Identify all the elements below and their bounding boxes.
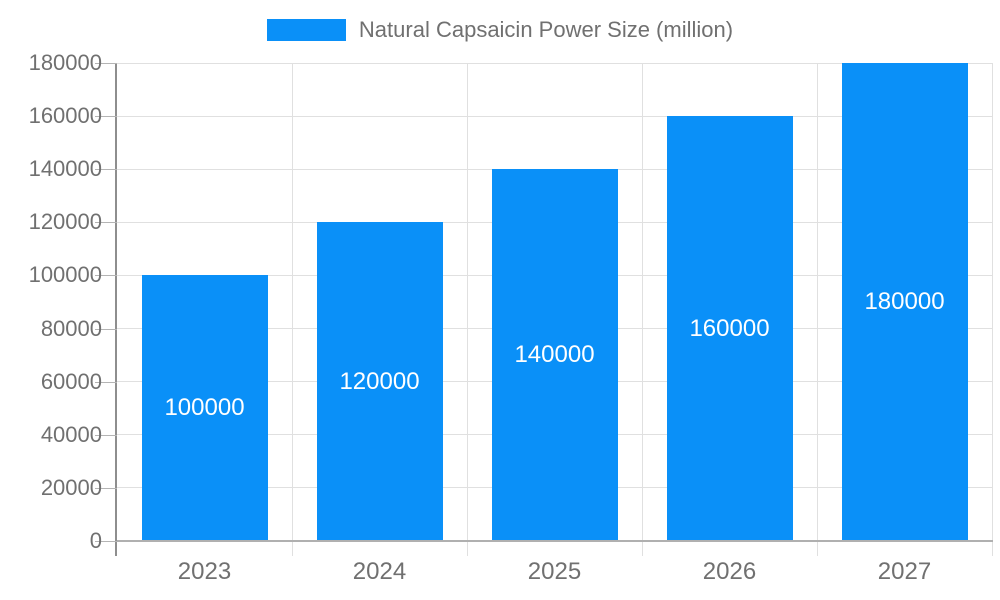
- bar-value-label: 100000: [164, 394, 245, 422]
- legend-label: Natural Capsaicin Power Size (million): [358, 17, 734, 42]
- bar-2027[interactable]: 180000: [841, 63, 968, 541]
- y-axis-tick-label: 80000: [40, 315, 102, 341]
- y-axis-tick-mark: [95, 275, 117, 277]
- y-axis-tick-mark: [95, 541, 117, 542]
- x-axis-tick-label: 2024: [352, 558, 407, 585]
- gridline-vertical: [816, 63, 818, 556]
- gridline-horizontal: [117, 115, 992, 117]
- y-axis-tick-label: 140000: [28, 156, 102, 182]
- x-axis-line: [117, 540, 993, 542]
- gridline-vertical: [466, 63, 468, 556]
- x-axis-tick-label: 2027: [877, 558, 932, 585]
- y-axis-line: [115, 63, 117, 556]
- bar-2026[interactable]: 160000: [666, 116, 793, 541]
- bar-2024[interactable]: 120000: [316, 222, 443, 541]
- y-axis-tick-label: 0: [89, 528, 102, 553]
- x-axis-tick-label: 2023: [177, 558, 232, 585]
- x-axis-tick-label: 2026: [702, 558, 757, 585]
- legend-color-swatch-icon: [266, 19, 346, 41]
- legend: Natural Capsaicin Power Size (million): [0, 17, 1000, 43]
- bar-2023[interactable]: 100000: [141, 275, 268, 541]
- gridline-horizontal: [117, 62, 992, 64]
- y-axis-tick-label: 180000: [28, 50, 102, 75]
- y-axis-tick-mark: [95, 487, 117, 489]
- gridline-vertical: [291, 63, 293, 556]
- y-axis-tick-label: 20000: [40, 474, 102, 500]
- x-axis-tick-label: 2025: [527, 558, 582, 585]
- bar-value-label: 120000: [339, 367, 420, 395]
- y-axis-tick-label: 120000: [28, 209, 102, 235]
- bar-2025[interactable]: 140000: [491, 169, 618, 541]
- plot-area: 100000 120000 140000 160000 180000: [117, 62, 993, 556]
- bar-value-label: 160000: [689, 314, 770, 342]
- bar-value-label: 140000: [514, 341, 595, 369]
- y-axis-tick-mark: [95, 328, 117, 330]
- y-axis-tick-mark: [95, 381, 117, 383]
- gridline-horizontal: [117, 168, 992, 170]
- y-axis-tick-label: 100000: [28, 262, 102, 288]
- y-axis-tick-mark: [95, 116, 117, 118]
- y-axis-tick-mark: [95, 169, 117, 171]
- y-axis-tick-label: 40000: [40, 421, 102, 447]
- y-axis-tick-mark: [95, 434, 117, 436]
- gridline-vertical: [641, 63, 643, 556]
- gridline-vertical: [991, 63, 993, 556]
- y-axis-tick-label: 160000: [28, 103, 102, 129]
- y-axis-tick-mark: [95, 63, 117, 64]
- y-axis-tick-label: 60000: [40, 368, 102, 394]
- y-axis-tick-mark: [95, 222, 117, 224]
- bar-value-label: 180000: [864, 288, 945, 315]
- legend-item[interactable]: Natural Capsaicin Power Size (million): [266, 17, 734, 43]
